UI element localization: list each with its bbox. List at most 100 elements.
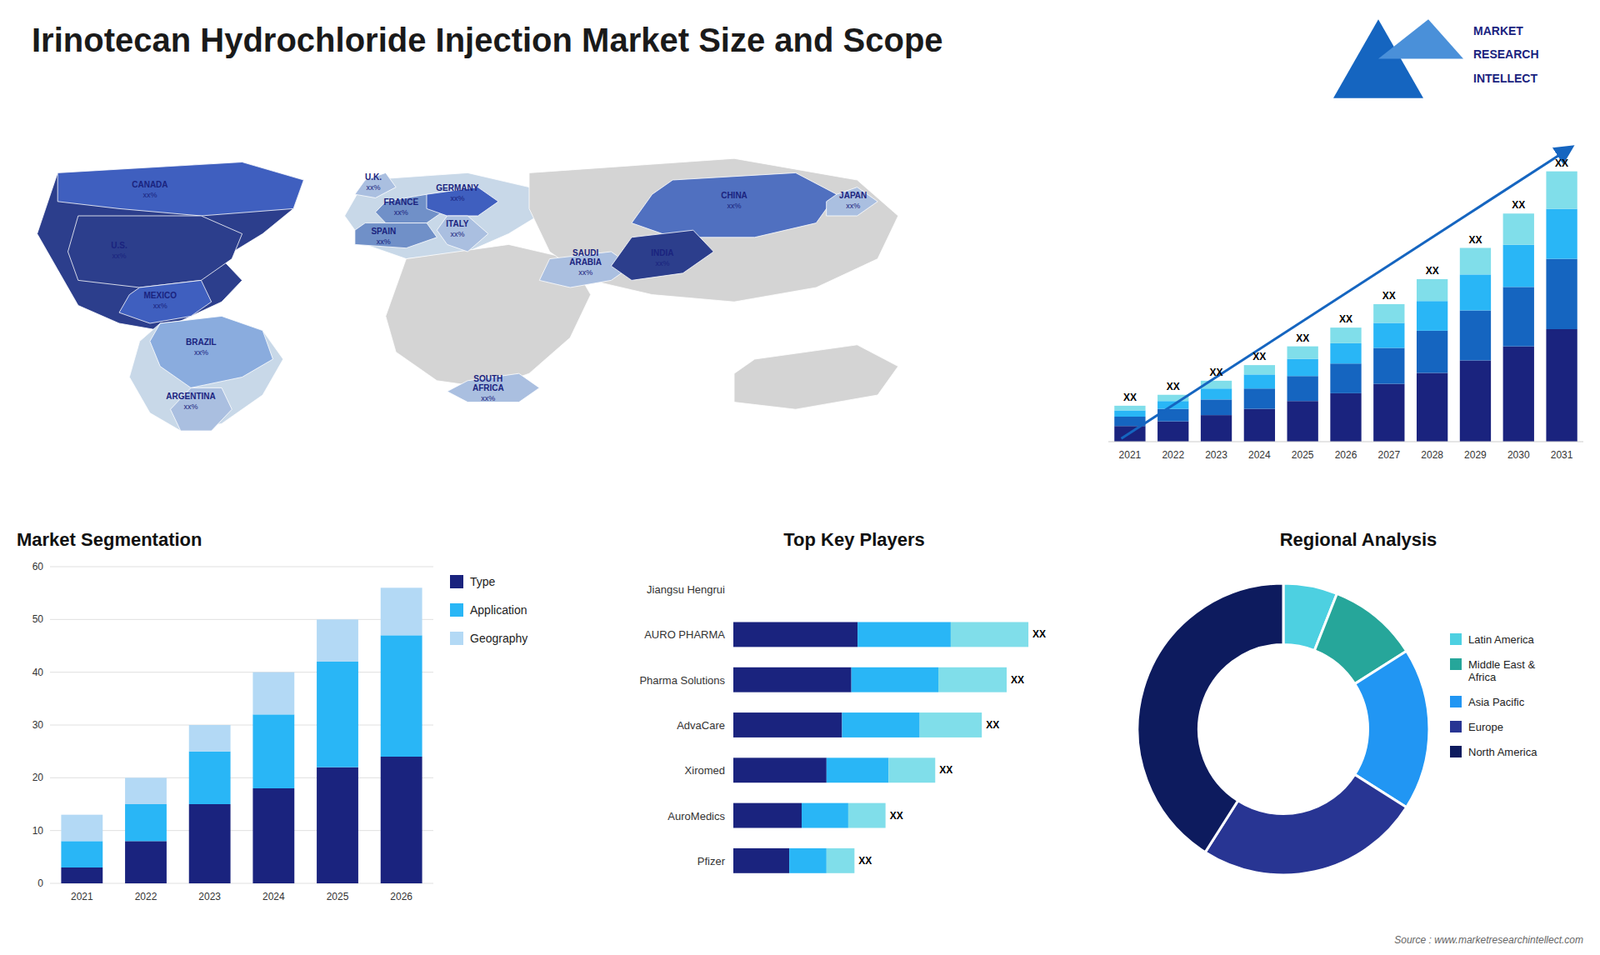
map-shape — [355, 223, 437, 249]
logo: MARKETRESEARCHINTELLECT — [1333, 19, 1540, 99]
map-label: U.K. — [365, 172, 382, 182]
bar-segment — [252, 714, 295, 789]
y-tick-label: AdvaCare — [676, 719, 725, 732]
data-label: XX — [1425, 265, 1440, 277]
logo-shape — [1378, 19, 1464, 59]
map-value-label: xx% — [194, 348, 209, 357]
bar-segment — [1460, 310, 1491, 361]
map-shape — [610, 230, 714, 280]
map-shape — [734, 345, 899, 410]
map-label: INDIA — [650, 248, 674, 258]
map-label: SPAIN — [370, 226, 396, 236]
map-label: ITALY — [445, 219, 470, 229]
y-tick-label: 20 — [32, 771, 45, 784]
map-shape — [129, 315, 283, 431]
map-label: ARGENTINA — [165, 391, 215, 401]
legend-label: Asia Pacific — [1468, 695, 1525, 709]
chart-title: Market Segmentation — [16, 529, 203, 550]
x-tick-label: 2026 — [1335, 449, 1358, 461]
legend-label: Type — [470, 575, 496, 589]
bar-segment — [789, 848, 827, 874]
map-label: FRANCE — [383, 197, 419, 207]
y-tick-label: Xiromed — [685, 764, 725, 777]
bar-segment — [733, 622, 858, 648]
legend-swatch — [1450, 658, 1462, 670]
chart-title: Regional Analysis — [1280, 529, 1438, 550]
main-title: Irinotecan Hydrochloride Injection Marke… — [31, 21, 944, 59]
map-shape — [57, 162, 304, 217]
x-tick-label: 2023 — [1205, 449, 1228, 461]
map-label: CHINA — [720, 190, 748, 200]
x-axis — [1108, 441, 1584, 443]
map-shape — [447, 373, 540, 402]
map-shape — [529, 158, 899, 302]
bar-segment — [857, 622, 951, 648]
bar-segment — [1330, 343, 1361, 364]
text-line: Middle East & — [1468, 658, 1536, 671]
x-tick-label: 2025 — [1291, 449, 1315, 461]
logo-text: INTELLECT — [1473, 71, 1538, 85]
bar-segment — [733, 576, 735, 602]
map-shape — [436, 215, 489, 252]
bars — [60, 587, 422, 884]
map-label: BRAZIL — [185, 337, 217, 347]
regional-chart: Regional Analysis Latin America Middle Eas… — [1137, 529, 1538, 875]
map-value-label: xx% — [450, 230, 465, 239]
map-shape — [826, 187, 878, 216]
x-tick-label: 2023 — [198, 890, 221, 903]
data-label: XX — [985, 719, 1000, 731]
bar-segment — [1330, 327, 1361, 344]
map-shape — [631, 172, 837, 237]
legend-label: Latin America — [1468, 633, 1535, 646]
map: CANADAxx%U.S.xx%MEXICOxx%BRAZILxx%ARGENT… — [37, 158, 899, 431]
legend-swatch — [1450, 720, 1462, 733]
donut-slice — [1205, 774, 1407, 875]
background — [0, 0, 1600, 955]
bar-segment — [125, 804, 167, 841]
grid-line — [50, 725, 434, 726]
legend-swatch — [1450, 695, 1462, 708]
map-label: MEXICO — [143, 290, 177, 300]
bar-segment — [1200, 399, 1232, 415]
x-tick-label: 2027 — [1377, 449, 1400, 461]
y-tick-label: Pharma Solutions — [639, 674, 725, 687]
bar-segment — [826, 757, 890, 783]
bar-segment — [801, 803, 849, 829]
y-tick-label: 50 — [32, 613, 45, 625]
logo-text: RESEARCH — [1473, 47, 1540, 61]
x-tick-label: 2022 — [1161, 449, 1185, 461]
x-tick-label: 2024 — [262, 890, 285, 903]
data-label: XX — [1210, 366, 1224, 379]
bar-segment — [733, 848, 790, 874]
data-label: XX — [1010, 674, 1025, 686]
legend-swatch — [450, 575, 464, 589]
y-tick-label: 0 — [37, 877, 44, 890]
bar-segment — [1200, 388, 1232, 400]
map-value-label: xx% — [578, 268, 593, 277]
bar-segment — [380, 756, 423, 884]
bar-segment — [60, 867, 103, 884]
legend-label: Middle East &Africa — [1468, 658, 1536, 684]
bar-segment — [1330, 393, 1361, 442]
chart-title: Top Key Players — [783, 529, 925, 550]
map-label: SAUDIARABIA — [569, 248, 602, 267]
data-label: XX — [1252, 350, 1266, 363]
map-value-label: xx% — [726, 201, 741, 210]
bar-segment — [920, 712, 983, 738]
bar-segment — [189, 725, 231, 752]
x-tick-label: 2021 — [70, 890, 94, 903]
data-label: XX — [1295, 332, 1310, 345]
bar-segment — [1460, 274, 1491, 310]
x-tick-label: 2026 — [390, 890, 413, 903]
bar-segment — [733, 803, 802, 829]
grid-line — [50, 566, 434, 568]
map-shape — [150, 315, 274, 388]
grid-line — [50, 671, 434, 673]
bar-segment — [1330, 363, 1361, 394]
bar-segment — [1503, 213, 1535, 245]
bars — [1114, 171, 1577, 442]
map-shape — [345, 172, 550, 259]
x-tick-label: 2028 — [1420, 449, 1444, 461]
bar-segment — [189, 751, 231, 805]
data-label: XX — [1123, 391, 1137, 404]
